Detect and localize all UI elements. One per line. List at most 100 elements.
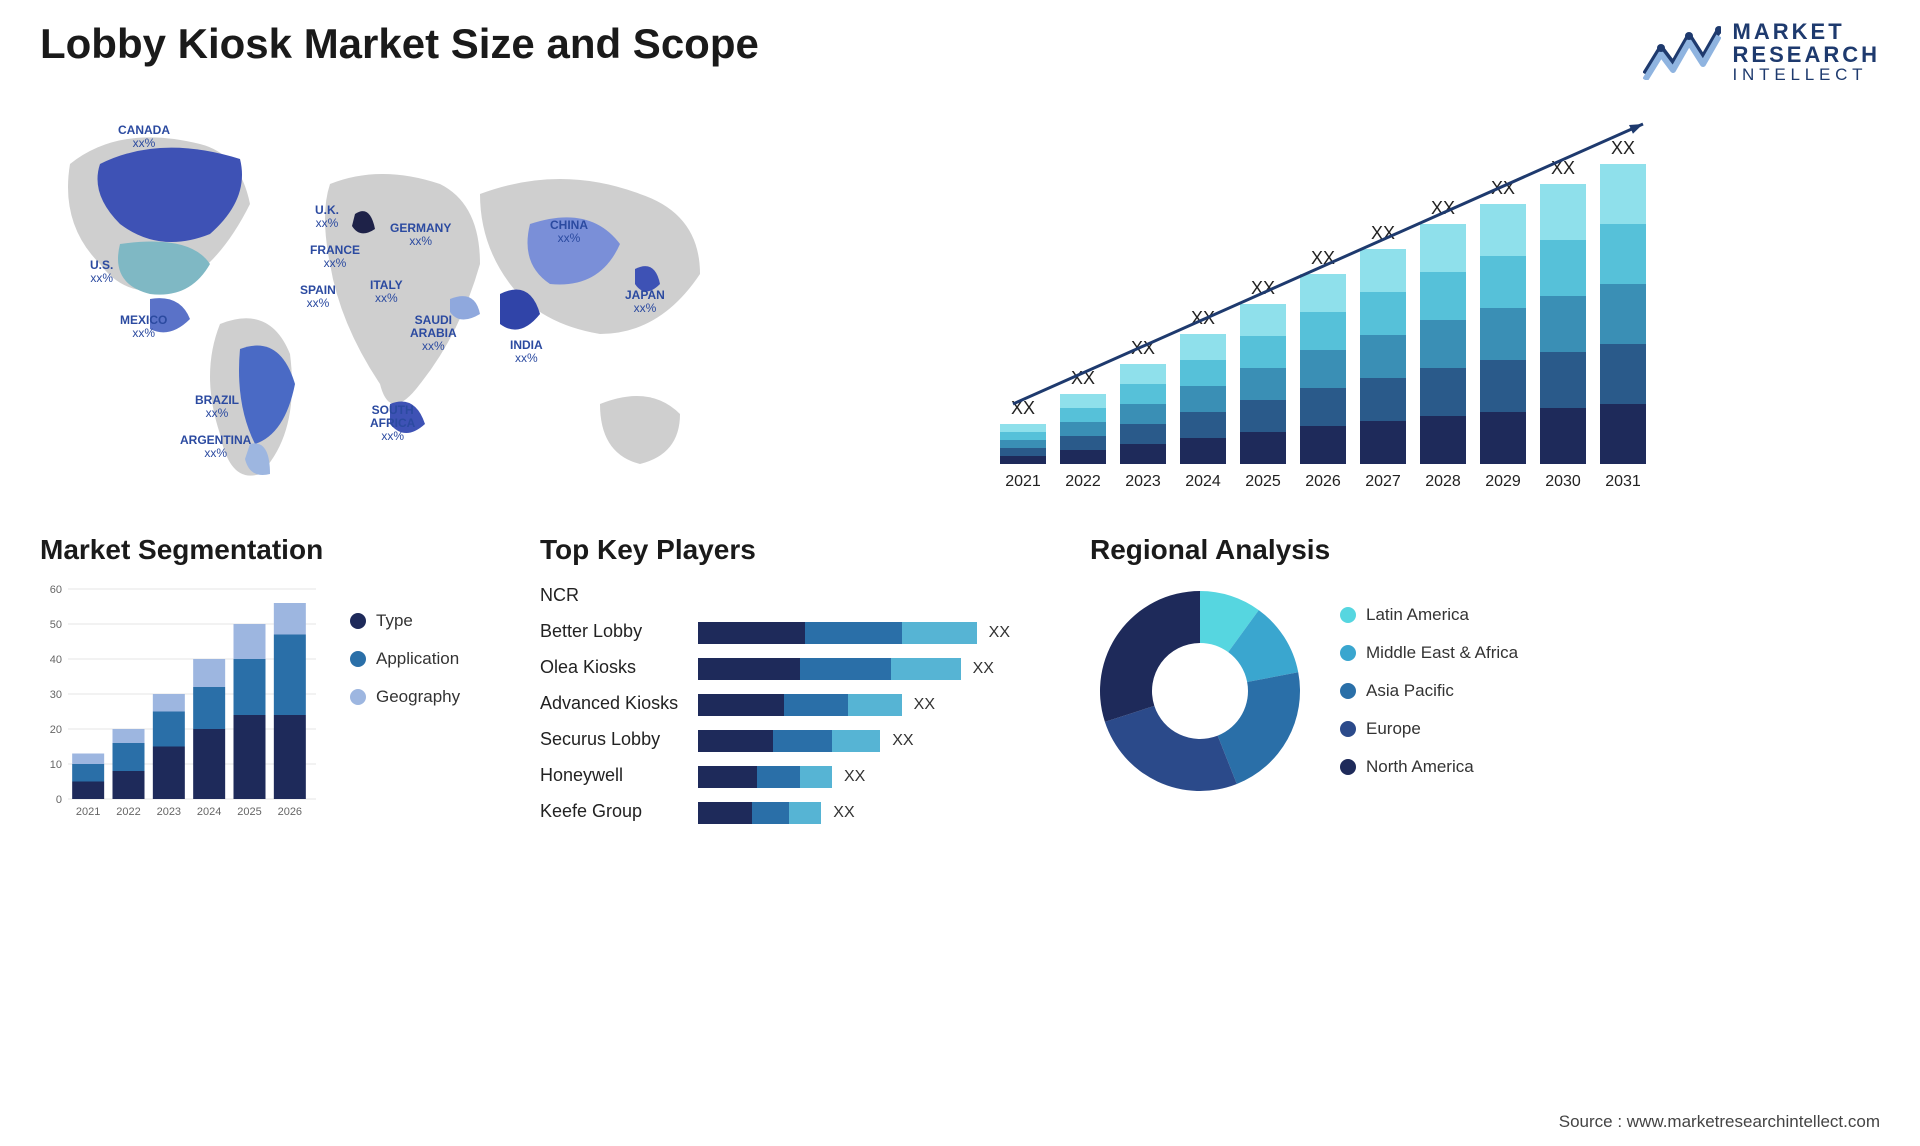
- segmentation-bar-segment: [274, 715, 306, 799]
- growth-bar-segment: [1240, 432, 1286, 464]
- player-hbar-segment: [698, 658, 800, 680]
- regional-donut-chart: [1090, 581, 1310, 801]
- segmentation-bar-segment: [193, 687, 225, 729]
- player-bar-label: XX: [833, 804, 854, 822]
- growth-bar-segment: [1060, 436, 1106, 450]
- map-label: GERMANYxx%: [390, 222, 451, 248]
- svg-text:2025: 2025: [237, 806, 261, 818]
- map-label: CHINAxx%: [550, 219, 588, 245]
- growth-bar-segment: [1600, 224, 1646, 284]
- growth-bar-segment: [1000, 448, 1046, 456]
- player-name: Honeywell: [540, 765, 678, 789]
- players-panel: Top Key Players NCRBetter LobbyOlea Kios…: [540, 534, 1060, 825]
- legend-label: North America: [1366, 757, 1474, 777]
- legend-item: Europe: [1340, 719, 1518, 739]
- segmentation-chart: 0102030405060202120222023202420252026: [40, 581, 320, 821]
- player-bar-label: XX: [844, 768, 865, 786]
- growth-bar-segment: [1600, 404, 1646, 464]
- legend-dot-icon: [1340, 683, 1356, 699]
- growth-year-label: 2030: [1545, 473, 1581, 490]
- growth-bar-segment: [1420, 320, 1466, 368]
- growth-bar-segment: [1120, 364, 1166, 384]
- segmentation-title: Market Segmentation: [40, 534, 510, 566]
- donut-slice: [1105, 706, 1237, 791]
- segmentation-bar-segment: [72, 754, 104, 765]
- segmentation-bar-segment: [72, 764, 104, 782]
- growth-bar-segment: [1120, 444, 1166, 464]
- legend-dot-icon: [1340, 721, 1356, 737]
- legend-item: Middle East & Africa: [1340, 643, 1518, 663]
- growth-bar-segment: [1420, 272, 1466, 320]
- growth-bar-segment: [1180, 412, 1226, 438]
- segmentation-legend: TypeApplicationGeography: [350, 581, 460, 821]
- growth-bar-segment: [1120, 404, 1166, 424]
- growth-bar-segment: [1000, 440, 1046, 448]
- growth-bar-segment: [1420, 368, 1466, 416]
- segmentation-panel: Market Segmentation 01020304050602021202…: [40, 534, 510, 825]
- player-hbar-segment: [757, 766, 800, 788]
- growth-bar-segment: [1180, 386, 1226, 412]
- donut-slice: [1100, 591, 1200, 722]
- player-hbar-segment: [891, 658, 961, 680]
- growth-bar-segment: [1480, 360, 1526, 412]
- player-bar-row: [698, 585, 1060, 609]
- growth-bar-segment: [1180, 334, 1226, 360]
- player-bar-row: XX: [698, 801, 1060, 825]
- growth-bar-segment: [1120, 424, 1166, 444]
- growth-bar-segment: [1240, 336, 1286, 368]
- growth-bar-segment: [1540, 184, 1586, 240]
- legend-label: Geography: [376, 687, 460, 707]
- legend-label: Middle East & Africa: [1366, 643, 1518, 663]
- player-hbar-segment: [698, 730, 773, 752]
- growth-bar-segment: [1600, 344, 1646, 404]
- segmentation-bar-segment: [113, 729, 145, 743]
- page-title: Lobby Kiosk Market Size and Scope: [40, 20, 759, 68]
- legend-item: Asia Pacific: [1340, 681, 1518, 701]
- logo-text-1: MARKET: [1733, 20, 1880, 43]
- world-map-panel: CANADAxx%U.S.xx%MEXICOxx%BRAZILxx%ARGENT…: [40, 104, 740, 504]
- legend-dot-icon: [350, 651, 366, 667]
- player-hbar: [698, 802, 821, 824]
- map-label: JAPANxx%: [625, 289, 665, 315]
- regional-panel: Regional Analysis Latin AmericaMiddle Ea…: [1090, 534, 1880, 825]
- player-hbar-segment: [698, 802, 752, 824]
- player-hbar: [698, 622, 977, 644]
- growth-bar-segment: [1180, 438, 1226, 464]
- segmentation-bar-segment: [274, 635, 306, 716]
- growth-year-label: 2026: [1305, 473, 1341, 490]
- growth-bar-segment: [1240, 400, 1286, 432]
- growth-year-label: 2021: [1005, 473, 1041, 490]
- growth-bar-segment: [1300, 388, 1346, 426]
- growth-bar-segment: [1300, 426, 1346, 464]
- growth-bar-segment: [1540, 240, 1586, 296]
- legend-label: Europe: [1366, 719, 1421, 739]
- player-hbar: [698, 658, 961, 680]
- growth-bar-segment: [1480, 412, 1526, 464]
- player-hbar-segment: [805, 622, 901, 644]
- svg-text:60: 60: [50, 584, 62, 596]
- brand-logo: MARKET RESEARCH INTELLECT: [1643, 20, 1880, 84]
- segmentation-bar-segment: [153, 694, 185, 712]
- player-hbar-segment: [698, 622, 805, 644]
- svg-text:2024: 2024: [197, 806, 221, 818]
- growth-bar-segment: [1060, 422, 1106, 436]
- legend-dot-icon: [1340, 759, 1356, 775]
- growth-bar-segment: [1480, 256, 1526, 308]
- legend-dot-icon: [350, 689, 366, 705]
- legend-label: Type: [376, 611, 413, 631]
- growth-bar-segment: [1300, 350, 1346, 388]
- player-name: Advanced Kiosks: [540, 693, 678, 717]
- map-label: SOUTHAFRICAxx%: [370, 404, 415, 444]
- growth-bar-segment: [1360, 292, 1406, 335]
- segmentation-bar-segment: [234, 715, 266, 799]
- player-name: Better Lobby: [540, 621, 678, 645]
- growth-chart: XX2021XX2022XX2023XX2024XX2025XX2026XX20…: [780, 104, 1880, 504]
- growth-bar-segment: [1000, 432, 1046, 440]
- legend-item: Latin America: [1340, 605, 1518, 625]
- segmentation-bar-segment: [234, 624, 266, 659]
- svg-text:40: 40: [50, 654, 62, 666]
- svg-text:20: 20: [50, 724, 62, 736]
- legend-label: Latin America: [1366, 605, 1469, 625]
- legend-item: North America: [1340, 757, 1518, 777]
- player-bar-row: XX: [698, 765, 1060, 789]
